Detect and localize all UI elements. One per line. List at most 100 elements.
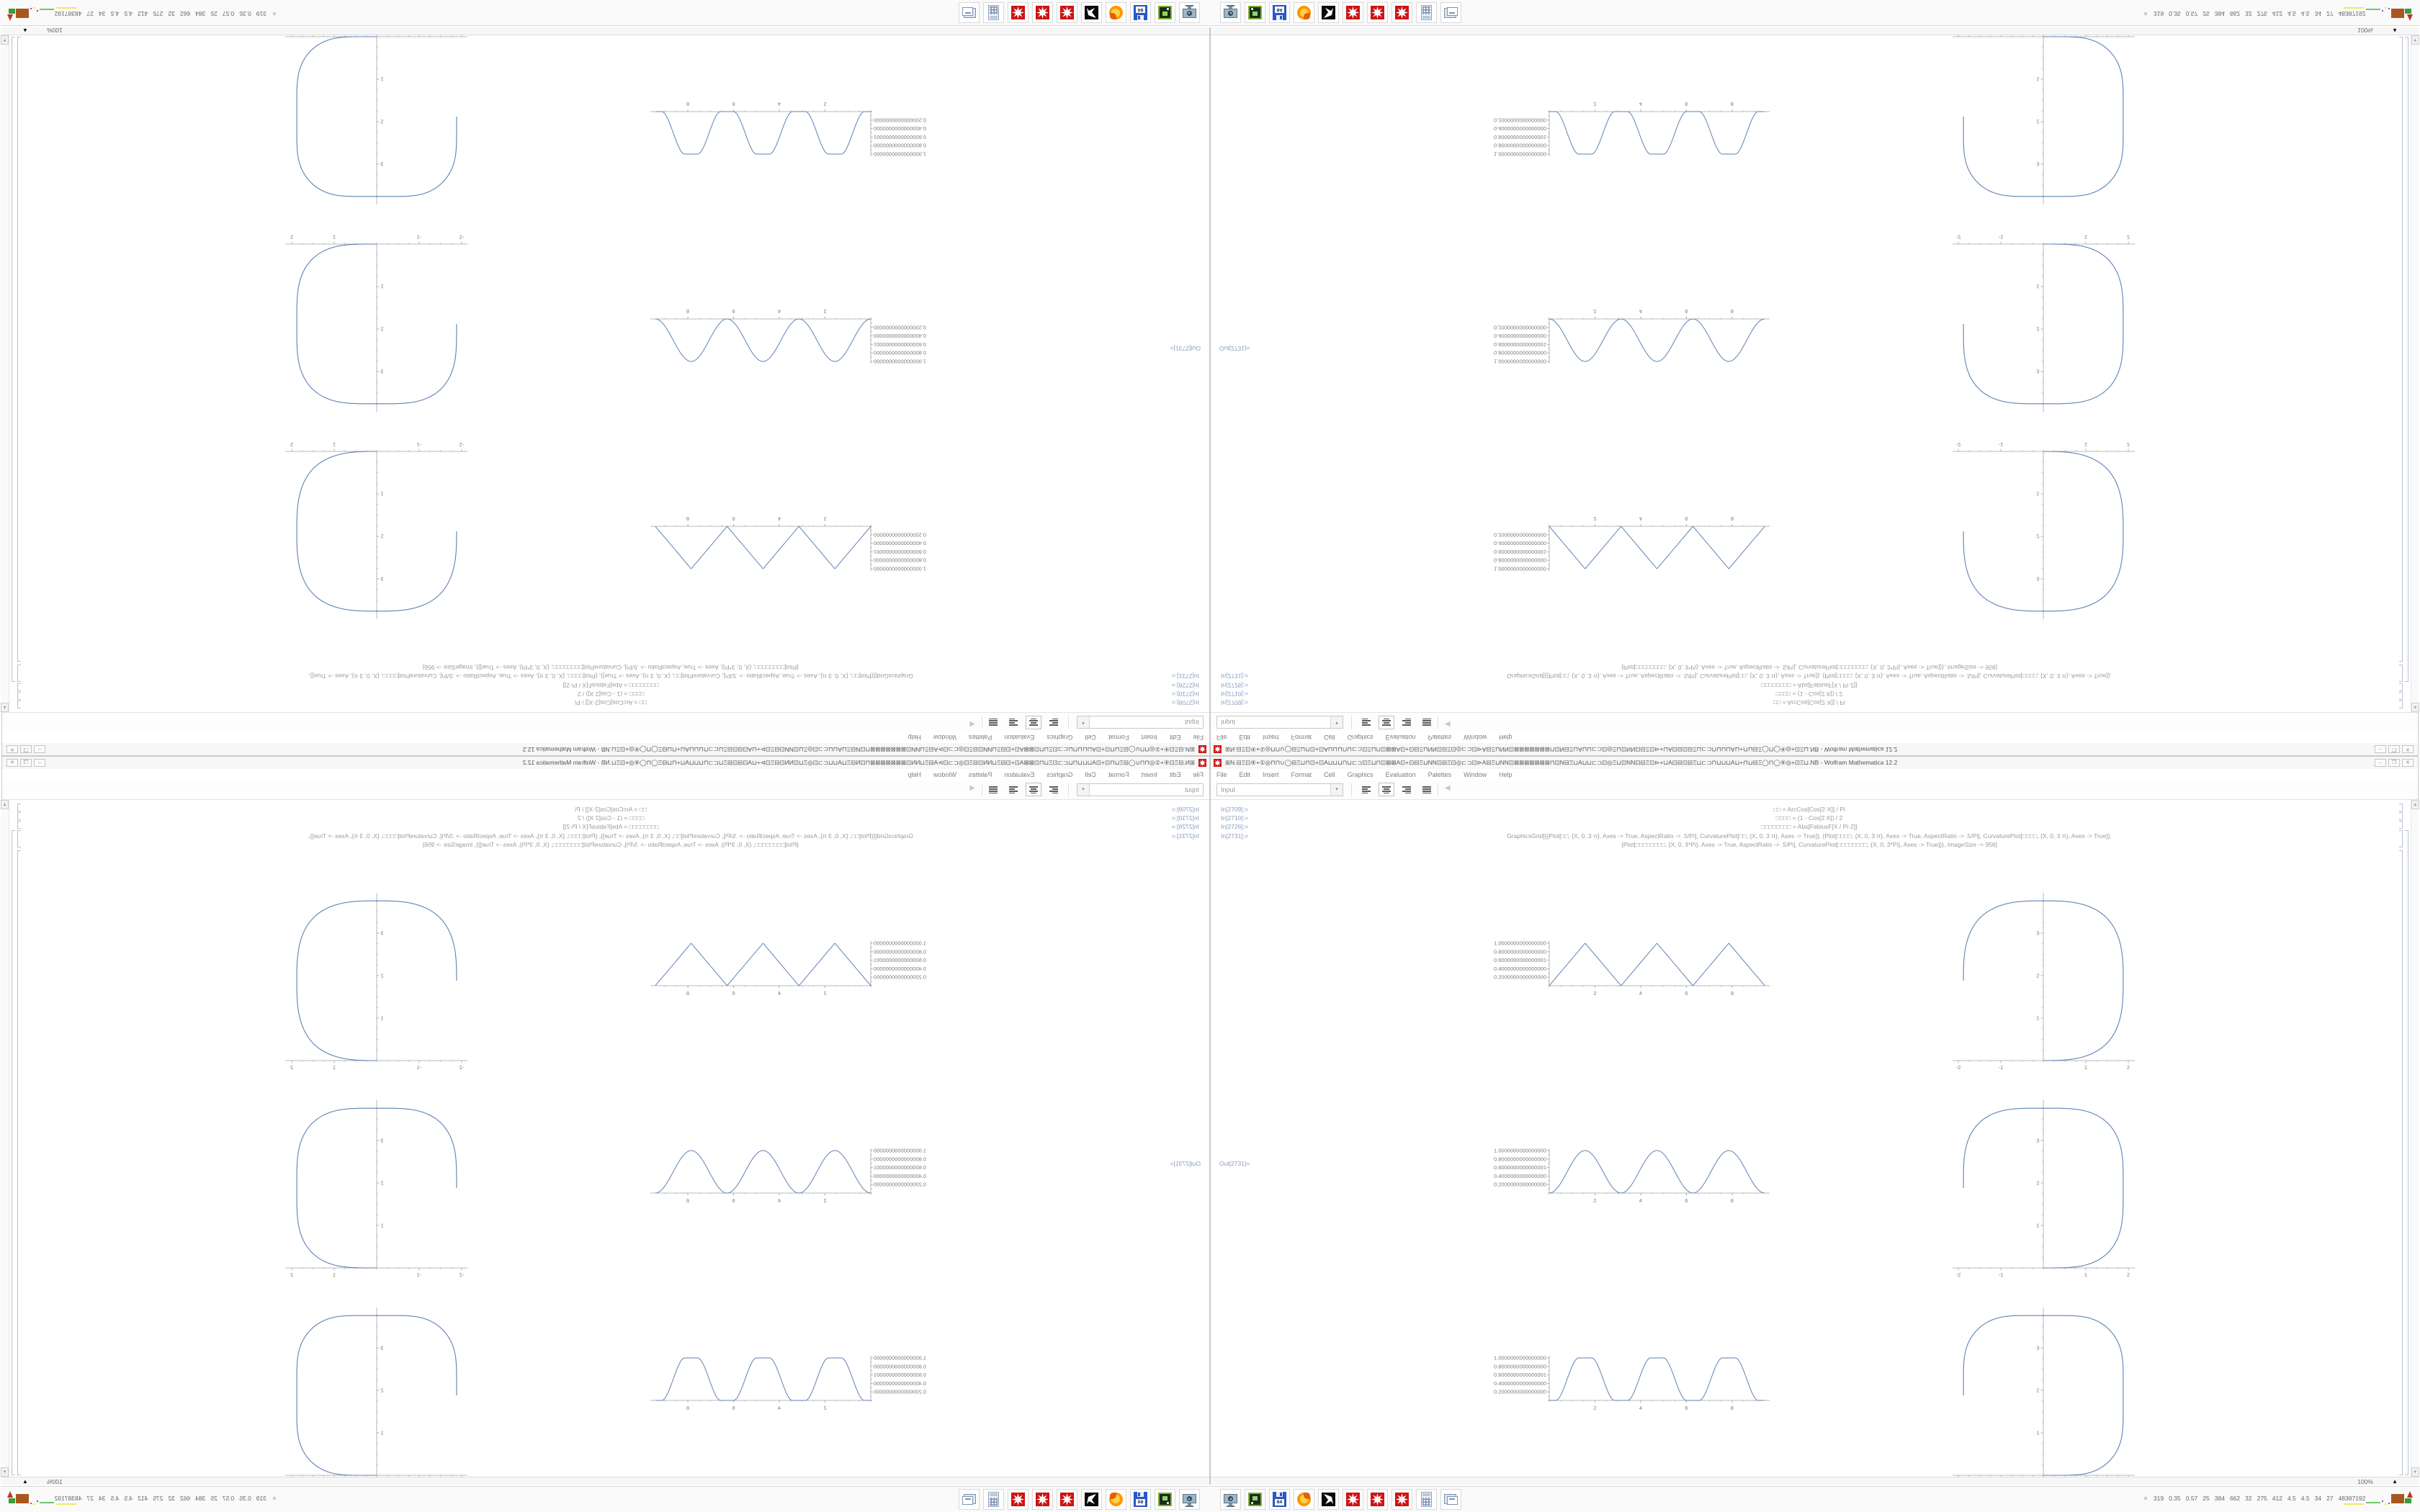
mathematica-icon[interactable]	[1057, 2, 1077, 23]
menu-graphics[interactable]: Graphics	[1047, 771, 1073, 778]
input-cell-code[interactable]: {Plot[□□□□□□□□, {X, 0, 3*Pi}, Axes -> Tr…	[1621, 664, 1998, 671]
cell-bracket[interactable]	[17, 692, 21, 700]
align-right-button[interactable]	[1005, 783, 1021, 796]
back-arrow-icon[interactable]: ◀	[969, 720, 975, 728]
black-animal-icon[interactable]	[1081, 1489, 1102, 1510]
tray-collapse-icon[interactable]: »	[2141, 12, 2149, 16]
input-cell-code[interactable]: GraphicsGrid[{{Plot[□□, {X, 0, 3 π}, Axe…	[308, 832, 913, 840]
vertical-scrollbar[interactable]: ▲ ▼	[2411, 800, 2419, 1477]
firefox-icon[interactable]	[1106, 1489, 1126, 1510]
mathematica-icon[interactable]	[1367, 2, 1388, 23]
align-right-button[interactable]	[1399, 716, 1415, 729]
recorder-green-icon[interactable]	[1155, 2, 1175, 23]
align-right-button[interactable]	[1005, 716, 1021, 729]
menu-file[interactable]: File	[1193, 734, 1204, 741]
menu-help[interactable]: Help	[908, 771, 921, 778]
close-button[interactable]: ✕	[6, 759, 18, 767]
chevron-down-icon[interactable]: ▾	[1077, 784, 1090, 796]
restore-button[interactable]: ❐	[2388, 759, 2400, 767]
recorder-green-icon[interactable]	[1155, 1489, 1175, 1510]
floppy-64-icon[interactable]: 64	[1130, 1489, 1151, 1510]
zoom-level[interactable]: 100%	[2357, 27, 2373, 34]
screen-capture-icon[interactable]	[1179, 1489, 1200, 1510]
restore-button[interactable]: ❐	[20, 759, 32, 767]
cell-bracket[interactable]	[2399, 830, 2403, 847]
menu-edit[interactable]: Edit	[1239, 771, 1251, 778]
align-right-button[interactable]	[1399, 783, 1415, 796]
scroll-down-icon[interactable]: ▼	[2411, 1467, 2419, 1477]
cell-style-dropdown[interactable]: Input ▾	[1216, 716, 1343, 729]
menu-graphics[interactable]: Graphics	[1347, 771, 1373, 778]
menu-file[interactable]: File	[1216, 771, 1227, 778]
scroll-up-icon[interactable]: ▲	[1, 800, 9, 809]
menu-format[interactable]: Format	[1291, 771, 1312, 778]
mathematica-icon[interactable]	[1032, 1489, 1053, 1510]
input-cell-code[interactable]: □□□□ = (1 - Cos[2 X]) / 2	[577, 814, 645, 822]
menu-file[interactable]: File	[1193, 771, 1204, 778]
firefox-icon[interactable]	[1294, 1489, 1314, 1510]
menu-graphics[interactable]: Graphics	[1347, 734, 1373, 741]
scroll-up-icon[interactable]: ▲	[2411, 800, 2419, 809]
input-cell-code[interactable]: GraphicsGrid[{{Plot[□□, {X, 0, 3 π}, Axe…	[1507, 672, 2112, 680]
cell-style-dropdown[interactable]: Input ▾	[1077, 716, 1204, 729]
menu-cell[interactable]: Cell	[1324, 734, 1335, 741]
vertical-scrollbar[interactable]: ▲ ▼	[1, 800, 9, 1477]
align-center-button[interactable]	[1379, 783, 1394, 796]
input-cell-code[interactable]: □□ = ArcCos[Cos[2·X]] / Pi	[575, 806, 647, 813]
window-switcher-icon[interactable]	[1440, 2, 1461, 23]
menu-window[interactable]: Window	[933, 771, 956, 778]
tray-collapse-icon[interactable]: »	[271, 12, 279, 16]
close-button[interactable]: ✕	[2402, 745, 2414, 753]
mathematica-icon[interactable]	[1008, 2, 1028, 23]
magnification-popup-icon[interactable]: ▲	[22, 1478, 28, 1485]
window-switcher-icon[interactable]	[959, 1489, 980, 1510]
minimize-button[interactable]: –	[34, 759, 45, 767]
output-cell-bracket[interactable]	[17, 37, 21, 662]
cell-bracket[interactable]	[17, 701, 21, 708]
menu-insert[interactable]: Insert	[1141, 734, 1157, 741]
notebook-content[interactable]: In[2709]:= □□ = ArcCos[Cos[2·X]] / Pi In…	[1, 35, 1209, 712]
menu-format[interactable]: Format	[1291, 734, 1312, 741]
input-cell-code[interactable]: □□ = ArcCos[Cos[2·X]] / Pi	[575, 699, 647, 706]
calculator-icon[interactable]	[983, 2, 1004, 23]
menu-edit[interactable]: Edit	[1169, 771, 1181, 778]
menu-cell[interactable]: Cell	[1324, 771, 1335, 778]
chevron-down-icon[interactable]: ▾	[1330, 784, 1343, 796]
mathematica-icon[interactable]	[1032, 2, 1053, 23]
window-titlebar[interactable]: ⊞Ν.⊟Ξ⊡④+①◎⊓⊓∪◯⊟Ξ⊔⊓⊡+⊡Α⊔⊔⊔⊓⊔⊏⊐⊡Ξ⊔⊓⊡⊠⊠Α⊡+⊡…	[1211, 742, 2418, 755]
align-left-button[interactable]	[1358, 783, 1374, 796]
cell-bracket[interactable]	[17, 665, 21, 682]
cell-bracket[interactable]	[17, 683, 21, 691]
floppy-64-icon[interactable]: 64	[1130, 2, 1151, 23]
menu-format[interactable]: Format	[1108, 734, 1129, 741]
back-arrow-icon[interactable]: ◀	[1445, 784, 1451, 792]
notebook-content[interactable]: In[2709]:= □□ = ArcCos[Cos[2·X]] / Pi In…	[1, 800, 1209, 1477]
mathematica-icon[interactable]	[1343, 2, 1363, 23]
scroll-down-icon[interactable]: ▼	[2411, 35, 2419, 45]
align-left-button[interactable]	[1358, 716, 1374, 729]
align-center-button[interactable]	[1379, 716, 1394, 729]
input-cell-code[interactable]: GraphicsGrid[{{Plot[□□, {X, 0, 3 π}, Axe…	[308, 672, 913, 680]
magnification-popup-icon[interactable]: ▲	[2392, 27, 2398, 34]
zoom-level[interactable]: 100%	[47, 1478, 63, 1485]
menu-file[interactable]: File	[1216, 734, 1227, 741]
window-titlebar[interactable]: ⊞Ν.⊟Ξ⊡④+①◎⊓⊓∪◯⊟Ξ⊔⊓⊡+⊡Α⊔⊔⊔⊓⊔⊏⊐⊡Ξ⊔⊓⊡⊠⊠Α⊡+⊡…	[2, 757, 1209, 770]
menu-evaluation[interactable]: Evaluation	[1004, 734, 1035, 741]
menu-edit[interactable]: Edit	[1239, 734, 1251, 741]
menu-palettes[interactable]: Palettes	[968, 734, 992, 741]
menu-palettes[interactable]: Palettes	[1428, 771, 1452, 778]
recorder-green-icon[interactable]	[1245, 2, 1265, 23]
menu-window[interactable]: Window	[1464, 771, 1487, 778]
cell-bracket[interactable]	[17, 821, 21, 829]
input-cell-code[interactable]: □□□□ = (1 - Cos[2 X]) / 2	[1775, 690, 1843, 698]
scroll-down-icon[interactable]: ▼	[1, 1467, 9, 1477]
chevron-down-icon[interactable]: ▾	[1077, 716, 1090, 728]
cell-group-bracket[interactable]	[12, 37, 15, 682]
cell-style-dropdown[interactable]: Input ▾	[1216, 783, 1343, 796]
cell-bracket[interactable]	[2399, 683, 2403, 691]
output-cell-bracket[interactable]	[2399, 37, 2403, 662]
menu-evaluation[interactable]: Evaluation	[1004, 771, 1035, 778]
calculator-icon[interactable]	[1416, 1489, 1437, 1510]
tray-collapse-icon[interactable]: »	[271, 1496, 279, 1500]
calculator-icon[interactable]	[983, 1489, 1004, 1510]
